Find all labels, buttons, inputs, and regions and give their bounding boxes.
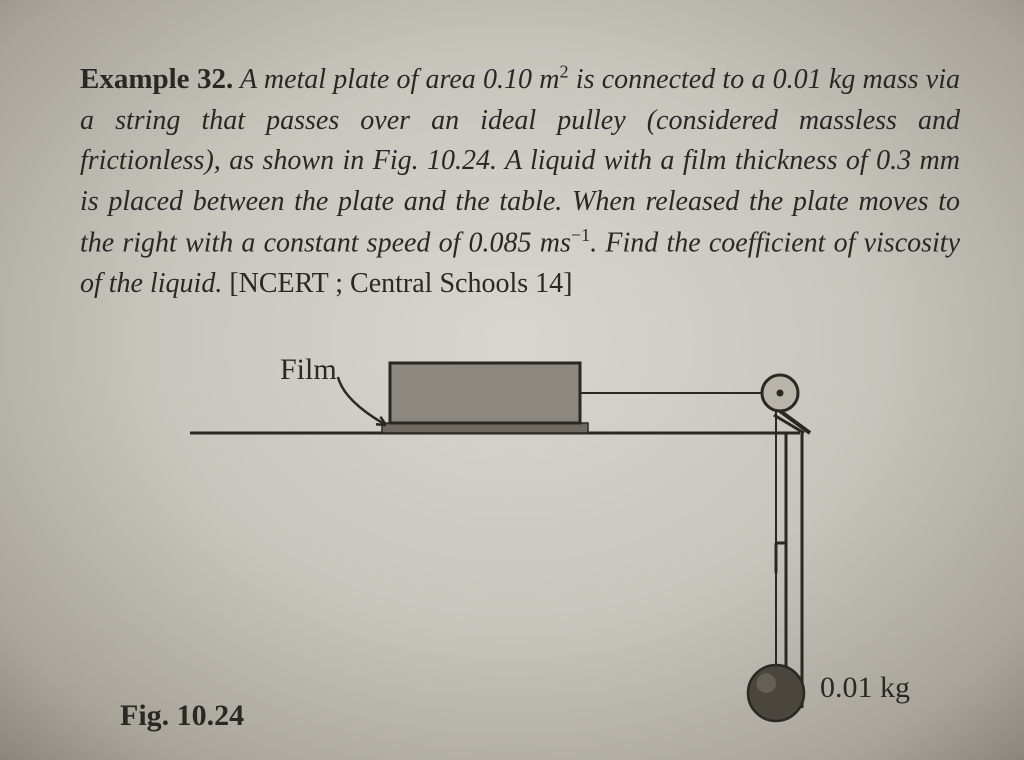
exponent-speed: −1 xyxy=(571,225,590,245)
film-label: Film xyxy=(280,353,337,387)
problem-source: [NCERT ; Central Schools 14] xyxy=(222,268,572,299)
figure-caption: Fig. 10.24 xyxy=(120,699,244,733)
mass-label: 0.01 kg xyxy=(820,671,910,705)
figure: Film 0.01 kg Fig. 10.24 xyxy=(80,333,960,753)
problem-text: Example 32. A metal plate of area 0.10 m… xyxy=(80,58,960,305)
exponent-area: 2 xyxy=(559,62,568,82)
problem-body-1: A metal plate of area 0.10 m xyxy=(233,64,559,95)
example-number: Example 32. xyxy=(80,63,233,95)
